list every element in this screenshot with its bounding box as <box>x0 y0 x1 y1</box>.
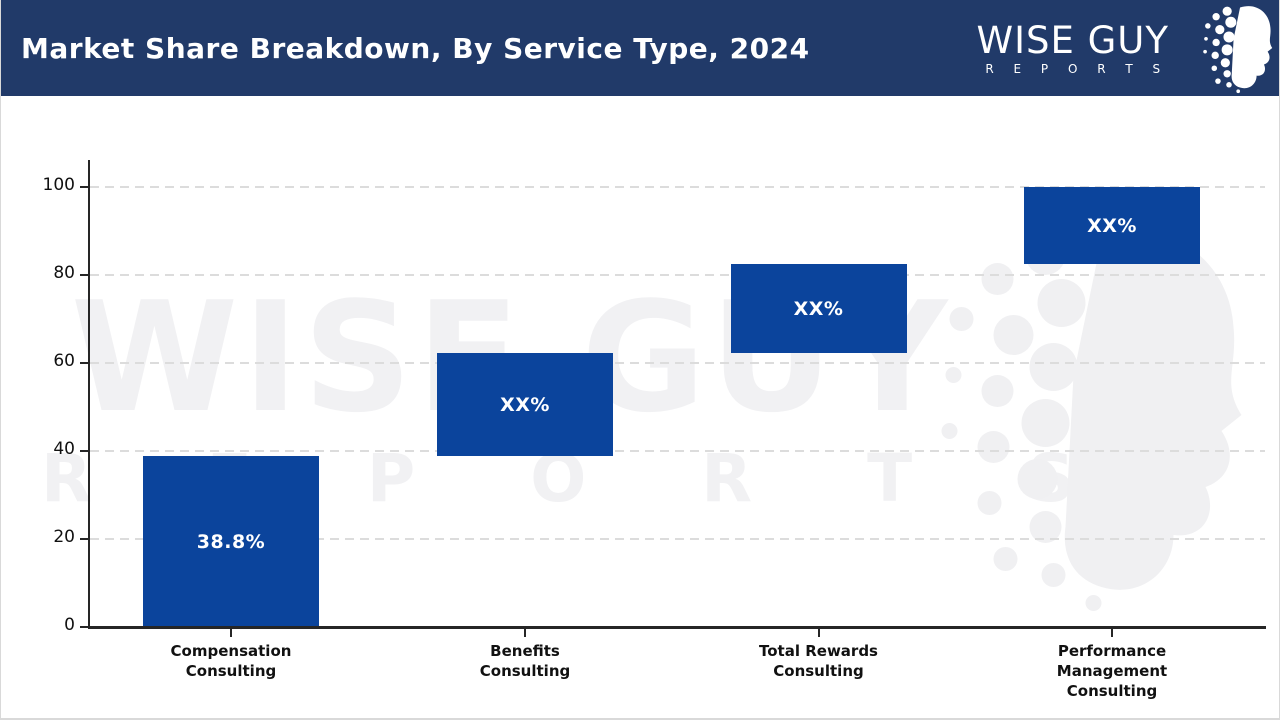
x-axis-line <box>88 626 1266 629</box>
y-tick-mark <box>80 626 89 628</box>
wiseguy-logo: WISE GUY R E P O R T S <box>977 22 1169 75</box>
y-tick-mark <box>80 274 89 276</box>
y-tick-label: 100 <box>42 175 75 195</box>
y-tick-label: 80 <box>53 263 75 283</box>
bar-segment: XX% <box>1024 187 1200 265</box>
y-tick-label: 20 <box>53 527 75 547</box>
chart-title: Market Share Breakdown, By Service Type,… <box>21 31 810 65</box>
bar-value-label: XX% <box>500 393 550 416</box>
bar-segment: 38.8% <box>143 456 319 627</box>
x-category-label-line: Performance <box>1057 642 1167 660</box>
y-tick-mark <box>80 186 89 188</box>
x-category-label-line: Consulting <box>185 662 277 680</box>
y-tick-mark <box>80 538 89 540</box>
x-category-label-line: Total Rewards <box>759 642 878 660</box>
header-bar: Market Share Breakdown, By Service Type,… <box>1 0 1279 96</box>
x-category-label: Benefits Consulting <box>415 641 635 681</box>
logo-subtext: R E P O R T S <box>985 62 1169 76</box>
logo-wordmark: WISE GUY <box>976 19 1169 62</box>
x-category-label-line: Management <box>1056 662 1168 680</box>
x-category-label: Total Rewards Consulting <box>709 641 929 681</box>
y-tick-mark <box>80 450 89 452</box>
y-tick-mark <box>80 362 89 364</box>
bar-value-label: XX% <box>793 297 844 320</box>
y-tick-label: 0 <box>64 615 75 635</box>
gridline <box>90 186 1265 188</box>
logo-head-icon <box>1179 2 1279 94</box>
gridline <box>90 362 1265 364</box>
x-category-label-line: Consulting <box>773 662 864 680</box>
x-tick-mark <box>524 629 526 637</box>
x-category-label-line: Consulting <box>1066 682 1158 700</box>
x-tick-mark <box>817 629 820 637</box>
x-category-label: Compensation Consulting <box>121 641 341 681</box>
x-category-label-line: Compensation <box>170 642 292 660</box>
x-tick-mark <box>230 629 232 637</box>
bar-segment: XX% <box>730 264 907 354</box>
gridline <box>90 274 1265 276</box>
gridline <box>90 538 1265 540</box>
bar-value-label: 38.8% <box>196 530 266 553</box>
gridline <box>90 450 1265 452</box>
bar-value-label: XX% <box>1087 214 1137 237</box>
bar-segment: XX% <box>437 353 613 457</box>
y-axis-line <box>88 160 90 628</box>
y-tick-label: 40 <box>53 439 75 459</box>
x-tick-mark <box>1111 629 1113 637</box>
x-category-label-line: Consulting <box>479 662 571 680</box>
x-category-label: Performance Management Consulting <box>1002 641 1222 701</box>
x-category-label-line: Benefits <box>490 642 560 660</box>
y-tick-label: 60 <box>53 351 75 371</box>
